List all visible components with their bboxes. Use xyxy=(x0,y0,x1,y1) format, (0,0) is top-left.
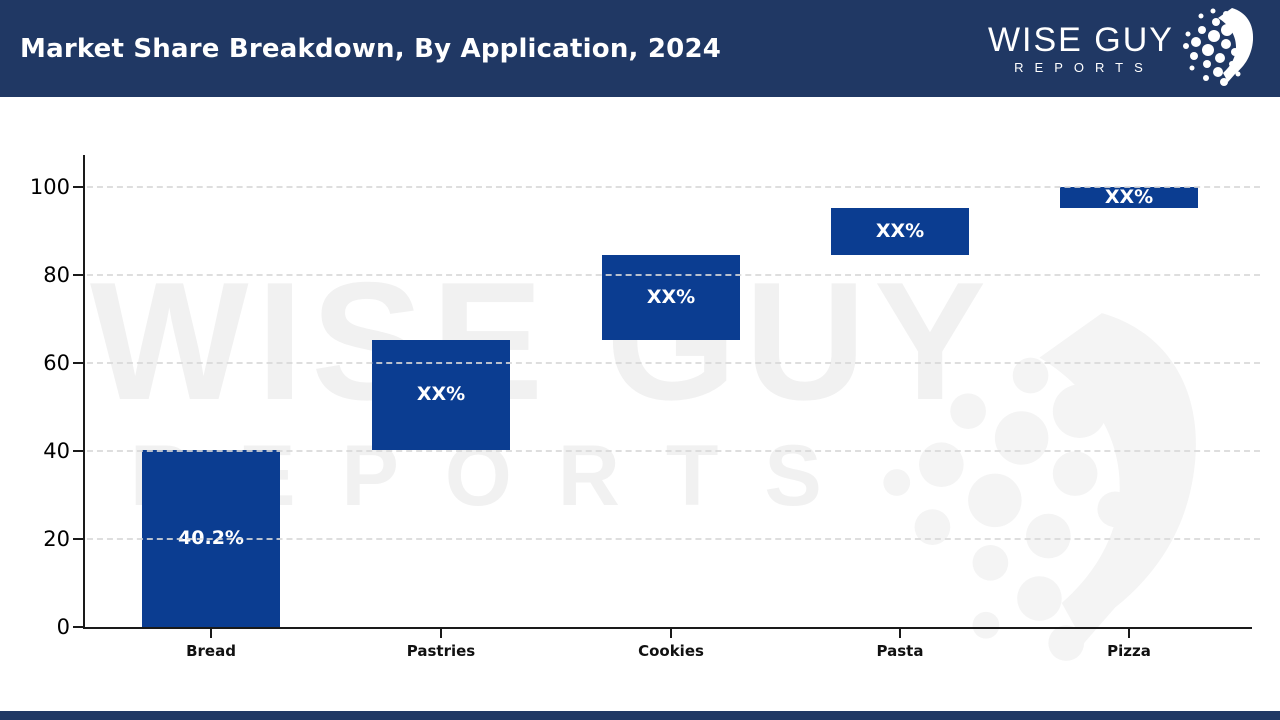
bar-pastries: XX% xyxy=(372,339,510,451)
header-bar: Market Share Breakdown, By Application, … xyxy=(0,0,1280,97)
y-tick-mark xyxy=(73,362,83,364)
logo-wordmark: WISE GUY xyxy=(987,21,1174,59)
x-axis-spine xyxy=(83,627,1252,629)
y-tick-label: 80 xyxy=(43,263,70,287)
watermark-line2: REPORTS xyxy=(130,428,868,524)
gridline-80 xyxy=(87,274,1260,276)
y-tick-label: 100 xyxy=(29,175,70,199)
gridline-40 xyxy=(87,450,1260,452)
x-tick-mark xyxy=(440,629,442,638)
logo-text: WISE GUY REPORTS xyxy=(988,23,1174,74)
gridline-20 xyxy=(87,538,1260,540)
bar-value-label: XX% xyxy=(875,220,925,243)
y-tick-mark xyxy=(73,274,83,276)
x-tick-mark xyxy=(1128,629,1130,638)
bar-value-label: XX% xyxy=(1104,186,1154,209)
y-tick-label: 20 xyxy=(43,527,70,551)
y-tick-mark xyxy=(73,450,83,452)
bar-value-label: XX% xyxy=(416,383,466,406)
y-axis-spine xyxy=(83,155,85,629)
bar-cookies: XX% xyxy=(602,255,740,340)
bar-pasta: XX% xyxy=(831,208,969,256)
footer-strip xyxy=(0,711,1280,720)
logo-subtitle: REPORTS xyxy=(1014,60,1154,75)
x-category-label: Cookies xyxy=(638,642,704,660)
y-tick-label: 60 xyxy=(43,351,70,375)
y-tick-label: 0 xyxy=(56,615,70,639)
x-category-label: Bread xyxy=(186,642,236,660)
y-tick-label: 40 xyxy=(43,439,70,463)
x-category-label: Pasta xyxy=(876,642,924,660)
dotted-head-icon xyxy=(1180,6,1254,92)
y-tick-mark xyxy=(73,626,83,628)
x-tick-mark xyxy=(670,629,672,638)
x-tick-mark xyxy=(899,629,901,638)
gridline-60 xyxy=(87,362,1260,364)
waterfall-chart: WISE GUY REPORTS 0 20 40 60 80 100 40.2% Bread X… xyxy=(0,97,1280,720)
x-category-label: Pastries xyxy=(406,642,476,660)
wise-guy-reports-logo: WISE GUY REPORTS xyxy=(988,6,1254,92)
bar-pizza: XX% xyxy=(1060,186,1198,209)
bar-value-label: XX% xyxy=(646,285,696,308)
chart-title: Market Share Breakdown, By Application, … xyxy=(20,33,722,64)
x-category-label: Pizza xyxy=(1107,642,1151,660)
y-tick-mark xyxy=(73,538,83,540)
gridline-100 xyxy=(87,186,1260,188)
y-tick-mark xyxy=(73,186,83,188)
x-tick-mark xyxy=(210,629,212,638)
